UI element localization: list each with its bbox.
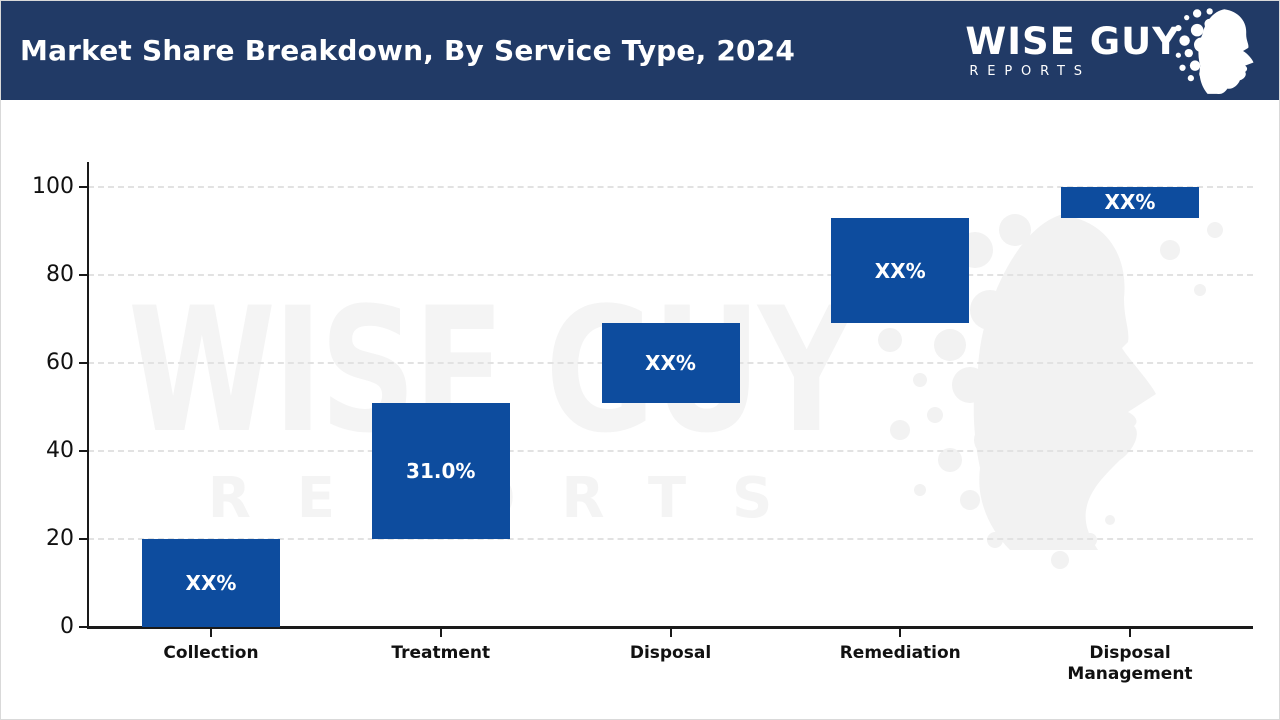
brand-logo: WISE GUY REPORTS bbox=[965, 5, 1266, 95]
brand-subname: REPORTS bbox=[969, 63, 1091, 79]
bar-label: XX% bbox=[185, 571, 237, 595]
y-tick-label-0: 0 bbox=[60, 614, 74, 639]
brand-logo-text: WISE GUY REPORTS bbox=[965, 23, 1180, 78]
y-tick-label-80: 80 bbox=[46, 262, 74, 287]
y-tick-label-40: 40 bbox=[46, 438, 74, 463]
bar-label: XX% bbox=[645, 350, 696, 375]
y-tick-mark-60 bbox=[79, 362, 88, 364]
y-tick-label-20: 20 bbox=[46, 526, 74, 551]
x-tick-label-3: Remediation bbox=[839, 643, 961, 663]
x-tick-label-2: Disposal bbox=[629, 643, 712, 663]
bar-label: 31.0% bbox=[406, 458, 476, 483]
bar-label: XX% bbox=[874, 258, 926, 283]
gridline-80 bbox=[88, 274, 1253, 276]
y-tick-mark-80 bbox=[79, 274, 88, 276]
brand-name: WISE GUY bbox=[965, 19, 1180, 63]
chart-area: WISE GUY REPORTS 0 20 40 60 80 100 XX% Collecti… bbox=[0, 100, 1280, 720]
y-tick-label-100: 100 bbox=[32, 174, 74, 199]
y-tick-mark-0 bbox=[79, 626, 88, 628]
gridline-40 bbox=[88, 450, 1253, 452]
x-tick-mark-2 bbox=[669, 629, 672, 637]
gridline-100 bbox=[88, 186, 1253, 188]
brand-face-icon bbox=[1175, 8, 1254, 95]
x-tick-mark-3 bbox=[899, 629, 902, 637]
y-tick-label-60: 60 bbox=[46, 350, 74, 375]
bar-treatment: 31.0% bbox=[371, 402, 510, 539]
bar-disposal-management: XX% bbox=[1061, 187, 1199, 218]
page-title: Market Share Breakdown, By Service Type,… bbox=[20, 33, 796, 67]
x-tick-mark-4 bbox=[1129, 629, 1131, 637]
x-tick-label-4: Disposal Management bbox=[1067, 643, 1193, 685]
x-axis-line bbox=[88, 626, 1253, 629]
bar-label: XX% bbox=[1104, 190, 1156, 215]
header-bar: Market Share Breakdown, By Service Type,… bbox=[0, 0, 1280, 100]
y-tick-mark-20 bbox=[79, 538, 88, 540]
y-tick-mark-100 bbox=[79, 186, 88, 188]
y-tick-mark-40 bbox=[79, 450, 88, 452]
bar-remediation: XX% bbox=[831, 217, 970, 324]
bar-disposal: XX% bbox=[601, 323, 740, 403]
bar-collection: XX% bbox=[142, 539, 280, 627]
gridline-20 bbox=[88, 538, 1253, 540]
x-tick-mark-0 bbox=[210, 629, 212, 637]
x-tick-label-1: Treatment bbox=[391, 643, 491, 663]
plot-region: 0 20 40 60 80 100 XX% Collection 31.0% Treatment X… bbox=[0, 100, 1280, 720]
x-tick-label-0: Collection bbox=[163, 643, 259, 663]
y-axis-line bbox=[87, 162, 89, 629]
x-tick-mark-1 bbox=[439, 629, 442, 637]
